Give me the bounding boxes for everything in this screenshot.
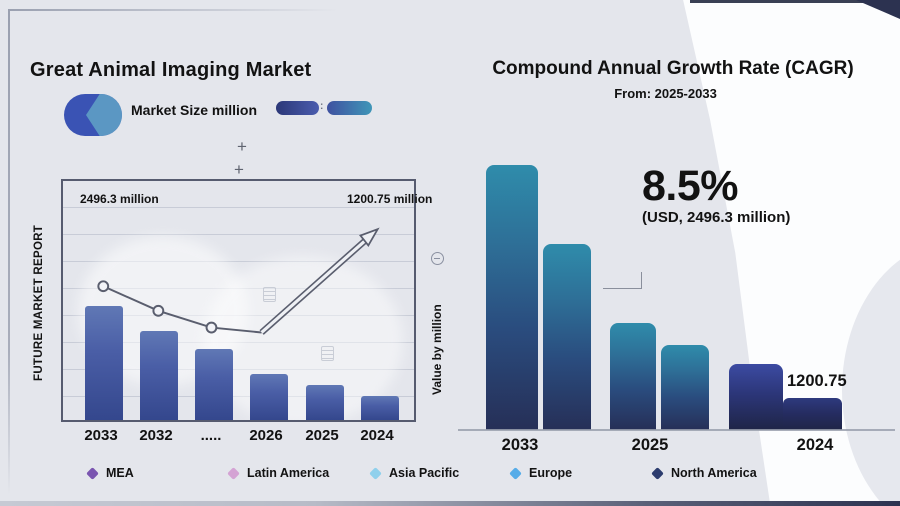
plus-icon: + — [234, 160, 244, 179]
diamond-icon — [227, 466, 240, 480]
page-title: Great Animal Imaging Market — [30, 59, 312, 81]
cagr-note: (USD, 2496.3 million) — [642, 209, 791, 226]
bar-2033 — [85, 306, 123, 420]
minus-circle-icon — [431, 252, 444, 265]
x-axis-label: 2025 — [305, 427, 339, 444]
cagr-bar-2024-b — [783, 398, 842, 430]
bar-mid — [195, 349, 233, 420]
x-axis-label: ..... — [200, 427, 222, 444]
cagr-title: Compound Annual Growth Rate (CAGR) — [492, 58, 854, 79]
x-axis-label: 2032 — [139, 427, 173, 444]
max-value-label: 2496.3 million — [80, 192, 159, 206]
cagr-bar-2025-b — [661, 345, 709, 430]
legend-label: Latin America — [247, 466, 330, 480]
cagr-bar-2033-a — [486, 165, 538, 430]
database-cylinder-icon — [64, 94, 122, 136]
annotation-bracket — [603, 272, 642, 289]
x-axis-label: 2024 — [796, 436, 834, 454]
document-icon — [321, 346, 334, 361]
legend-item-north-america: North America — [651, 466, 757, 480]
cagr-subtitle: From: 2025-2033 — [614, 86, 717, 101]
bar-2024 — [361, 396, 399, 420]
background-mountain-shape — [203, 256, 403, 420]
bottom-edge-accent — [0, 501, 900, 506]
y-axis-label-right: Value by million — [430, 304, 444, 396]
legend-label: Europe — [529, 466, 573, 480]
cagr-bar-2024-a — [729, 364, 783, 430]
pill-separator: : — [320, 101, 324, 112]
annotation-value: 1200.75 — [787, 372, 847, 390]
top-edge-accent — [690, 0, 900, 3]
legend-label: MEA — [106, 466, 134, 480]
legend-item-mea: MEA — [86, 466, 134, 480]
legend-item-europe: Europe — [509, 466, 573, 480]
diamond-icon — [86, 466, 99, 480]
cagr-bar-2025-a — [610, 323, 656, 430]
cagr-value: 8.5% — [642, 162, 739, 210]
plus-icon: + — [237, 137, 247, 156]
y-axis-label-left: FUTURE MARKET REPORT — [33, 224, 45, 381]
bar-2026 — [250, 374, 288, 420]
legend-item-latin-america: Latin America — [227, 466, 330, 480]
min-value-label: 1200.75 million — [347, 192, 433, 206]
x-axis-line — [458, 429, 895, 431]
bar-2032 — [140, 331, 178, 420]
x-axis-label: 2025 — [631, 436, 669, 454]
trend-line-arrow — [97, 227, 380, 335]
diamond-icon — [651, 466, 664, 480]
cagr-bar-2033-b — [543, 244, 591, 430]
x-axis-label: 2033 — [84, 427, 118, 444]
bar-2025 — [306, 385, 344, 420]
diamond-icon — [369, 466, 382, 480]
x-axis-label: 2026 — [249, 427, 283, 444]
badge-pill-teal-icon — [327, 101, 372, 115]
metric-label: Market Size million — [131, 102, 258, 118]
frame-line-left — [8, 9, 10, 495]
document-icon — [263, 287, 276, 302]
diamond-icon — [509, 466, 522, 480]
frame-line-top — [8, 9, 338, 11]
legend-label: North America — [671, 466, 757, 480]
x-axis-label: 2024 — [360, 427, 394, 444]
market-size-chart: 2496.3 million 1200.75 million — [61, 179, 432, 422]
badge-pill-dark-icon — [276, 101, 319, 115]
cylinder-facet-icon — [86, 94, 122, 136]
legend-item-asia-pacific: Asia Pacific — [369, 466, 460, 480]
legend-label: Asia Pacific — [389, 466, 460, 480]
x-axis-label: 2033 — [501, 436, 539, 454]
